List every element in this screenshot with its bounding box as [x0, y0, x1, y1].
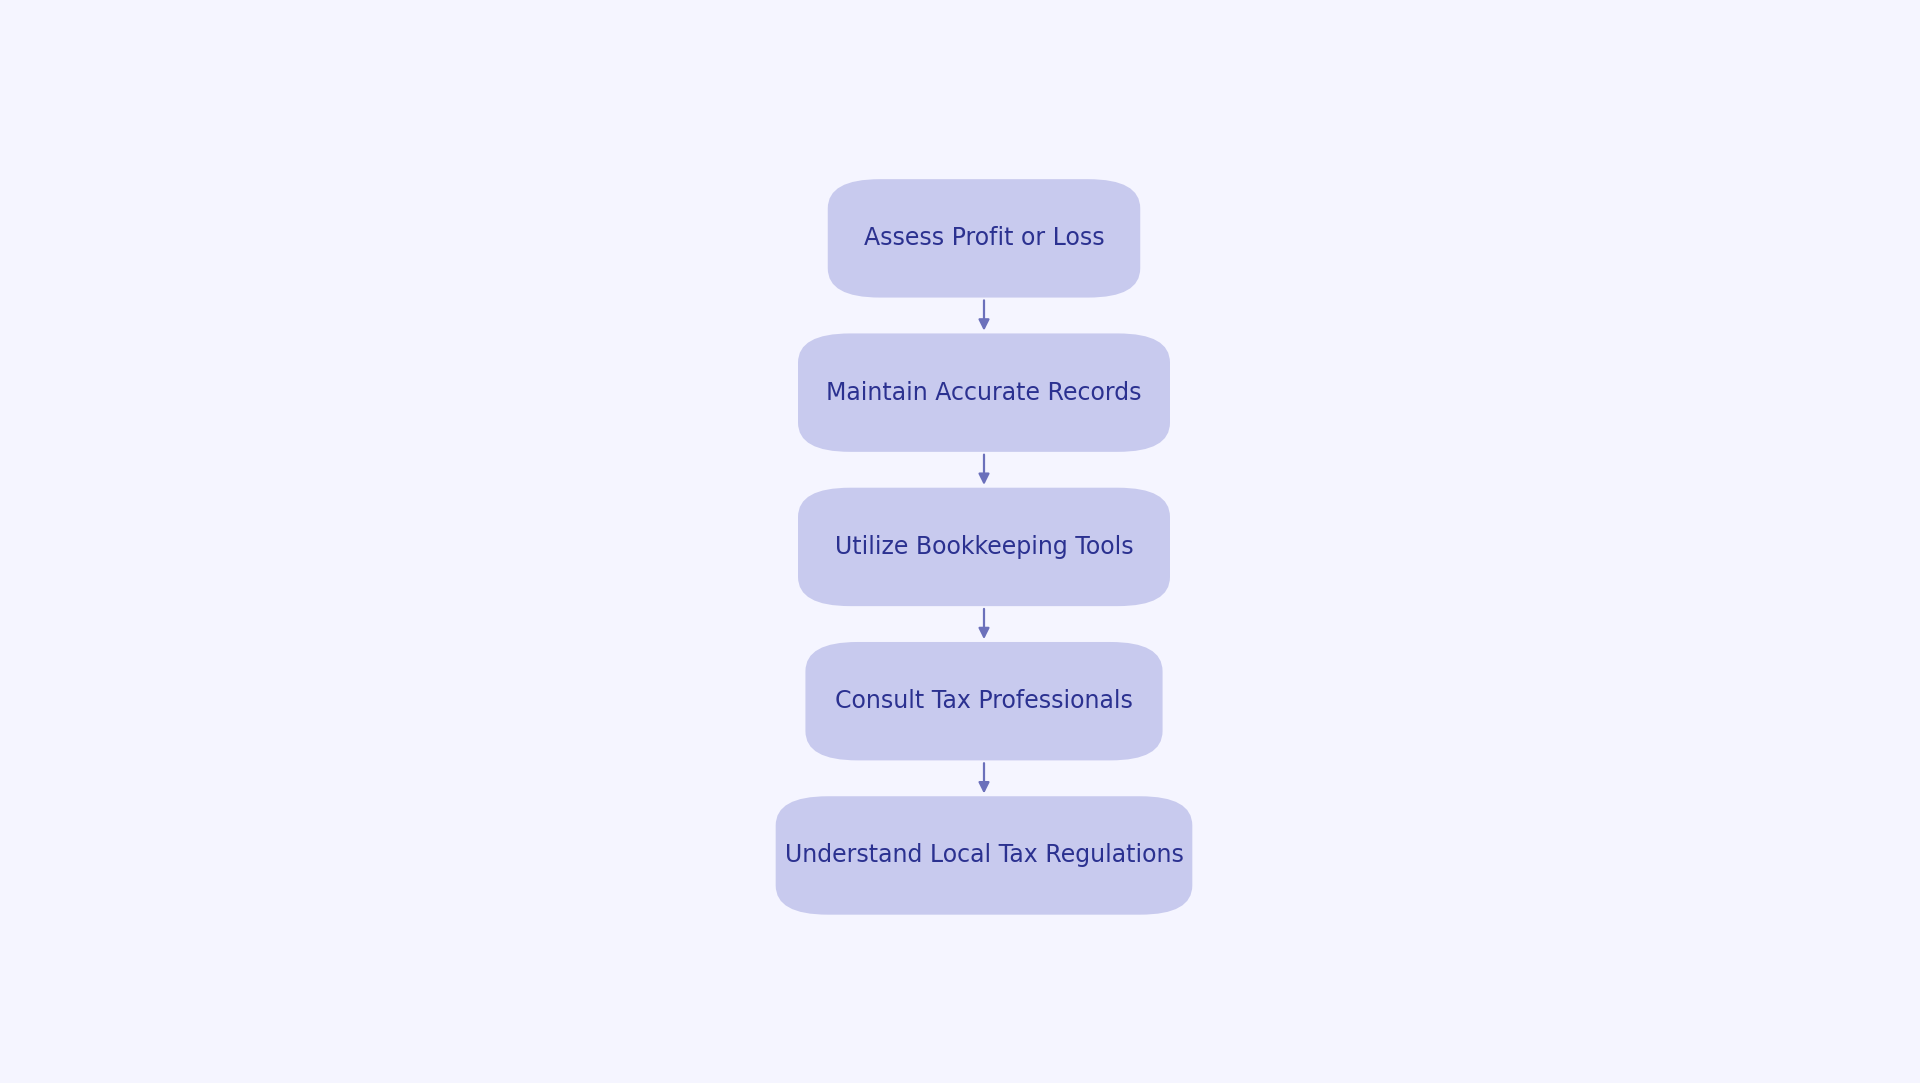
FancyBboxPatch shape	[806, 642, 1162, 760]
FancyBboxPatch shape	[799, 334, 1169, 452]
Text: Understand Local Tax Regulations: Understand Local Tax Regulations	[785, 844, 1183, 867]
Text: Maintain Accurate Records: Maintain Accurate Records	[826, 380, 1142, 405]
Text: Assess Profit or Loss: Assess Profit or Loss	[864, 226, 1104, 250]
Text: Consult Tax Professionals: Consult Tax Professionals	[835, 689, 1133, 714]
FancyBboxPatch shape	[799, 487, 1169, 606]
FancyBboxPatch shape	[828, 179, 1140, 298]
FancyBboxPatch shape	[776, 796, 1192, 915]
Text: Utilize Bookkeeping Tools: Utilize Bookkeeping Tools	[835, 535, 1133, 559]
